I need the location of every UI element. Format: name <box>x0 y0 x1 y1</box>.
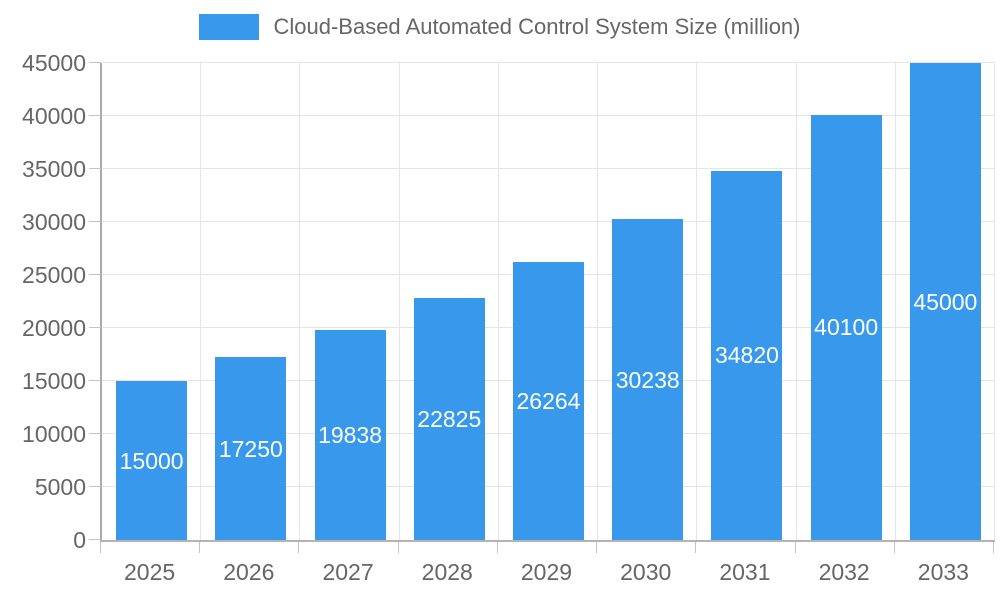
x-axis-label: 2025 <box>124 559 176 585</box>
x-axis-label: 2029 <box>520 559 573 585</box>
x-axis-label: 2033 <box>917 559 969 585</box>
y-axis-label: 20000 <box>22 315 86 341</box>
x-axis-label: 2027 <box>322 559 374 585</box>
gridline <box>795 63 797 540</box>
x-tick-mark <box>397 542 399 553</box>
x-tick-mark <box>893 542 895 553</box>
x-axis-label: 2030 <box>620 559 672 585</box>
legend-label: Cloud-Based Automated Control System Siz… <box>273 14 801 39</box>
gridline <box>102 62 995 63</box>
y-axis-label: 25000 <box>22 262 86 288</box>
y-axis-label: 30000 <box>22 209 86 235</box>
bar-value-label: 22825 <box>417 406 482 433</box>
gridline <box>597 63 599 540</box>
x-tick-mark <box>993 542 994 553</box>
bar-value-label: 45000 <box>913 288 978 315</box>
y-tick-mark <box>89 274 101 275</box>
x-tick-mark <box>100 542 101 553</box>
legend-swatch-icon <box>199 14 260 40</box>
bar[interactable]: 22825 <box>413 298 485 540</box>
bar[interactable]: 17250 <box>215 357 287 540</box>
x-tick-mark <box>298 542 300 553</box>
y-axis-label: 15000 <box>22 368 86 394</box>
y-axis-label: 45000 <box>22 50 86 76</box>
x-tick-mark <box>596 542 598 553</box>
gridline <box>102 115 995 116</box>
y-tick-mark <box>89 539 101 540</box>
gridline <box>696 63 698 540</box>
x-axis-label: 2032 <box>818 559 870 585</box>
y-tick-mark <box>89 327 101 328</box>
gridline <box>299 63 301 540</box>
y-axis-label: 5000 <box>34 474 86 500</box>
y-tick-mark <box>89 115 101 116</box>
bar[interactable]: 34820 <box>711 170 783 540</box>
bar-value-label: 34820 <box>714 342 779 369</box>
y-tick-mark <box>89 486 101 487</box>
gridline <box>102 168 995 169</box>
y-tick-mark <box>89 221 101 222</box>
x-tick-mark <box>695 542 697 553</box>
x-axis-label: 2028 <box>421 559 473 585</box>
bar[interactable]: 19838 <box>314 329 386 540</box>
bar[interactable]: 40100 <box>810 114 882 540</box>
legend: Cloud-Based Automated Control System Siz… <box>0 14 1000 40</box>
x-axis-label: 2031 <box>719 559 771 585</box>
y-tick-mark <box>89 433 101 434</box>
y-tick-mark <box>89 62 101 63</box>
gridline <box>200 63 202 540</box>
bar-value-label: 40100 <box>814 314 879 341</box>
x-tick-mark <box>496 542 498 553</box>
bar-value-label: 30238 <box>615 366 680 393</box>
gridline <box>497 63 499 540</box>
bar-value-label: 15000 <box>119 447 184 474</box>
legend-item[interactable]: Cloud-Based Automated Control System Siz… <box>199 14 801 40</box>
gridline <box>894 63 896 540</box>
y-axis-label: 0 <box>73 527 86 553</box>
bar[interactable]: 30238 <box>612 219 684 540</box>
y-tick-mark <box>89 168 101 169</box>
x-tick-mark <box>199 542 201 553</box>
y-axis-label: 10000 <box>22 421 86 447</box>
gridline <box>994 63 995 540</box>
bar-value-label: 17250 <box>218 435 283 462</box>
bar[interactable]: 45000 <box>909 63 981 540</box>
gridline <box>398 63 400 540</box>
x-tick-mark <box>794 542 796 553</box>
plot-area: 15000 17250 19838 22825 26264 30238 34820 40100… <box>100 62 995 542</box>
bar-value-label: 26264 <box>516 387 581 414</box>
gridline <box>102 221 995 222</box>
bar[interactable]: 26264 <box>513 261 584 540</box>
y-tick-mark <box>89 380 101 381</box>
x-axis-label: 2026 <box>223 559 275 585</box>
bar[interactable]: 15000 <box>116 381 188 540</box>
bar-value-label: 19838 <box>318 421 383 448</box>
y-axis-label: 40000 <box>22 103 86 129</box>
y-axis-label: 35000 <box>22 156 86 182</box>
